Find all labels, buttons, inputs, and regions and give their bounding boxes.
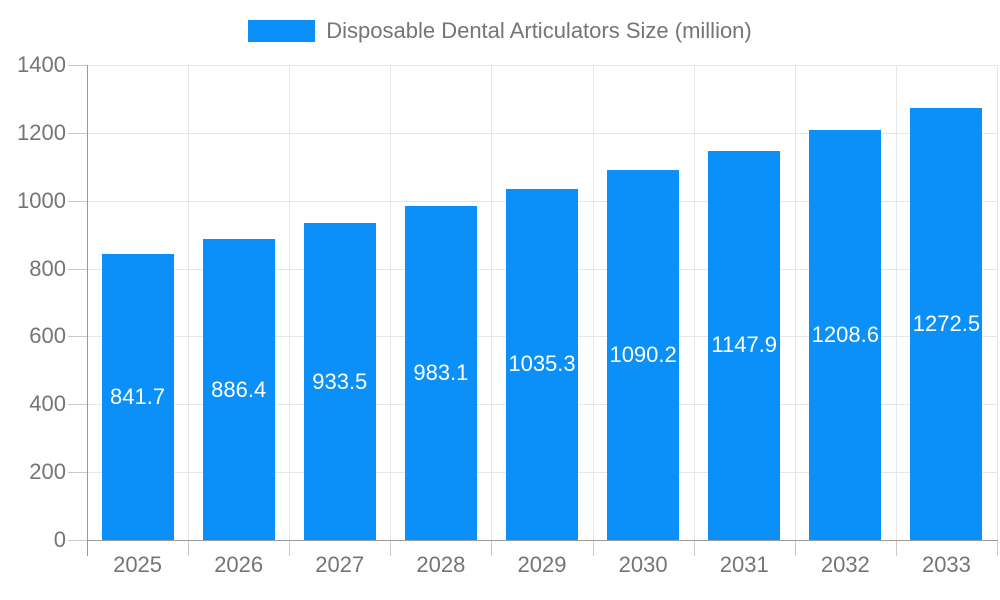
- y-axis-tick: [68, 200, 87, 202]
- x-axis-tick: [289, 540, 291, 556]
- y-axis-tick: [68, 132, 87, 134]
- bar-value-label: 1272.5: [912, 311, 981, 337]
- bar-value-label: 841.7: [110, 384, 166, 410]
- legend-label: Disposable Dental Articulators Size (mil…: [326, 18, 752, 43]
- x-axis-label: 2031: [719, 552, 769, 577]
- bar-2033[interactable]: 1272.5: [910, 108, 983, 540]
- y-axis-label: 800: [29, 255, 66, 281]
- legend-swatch-icon: [248, 20, 316, 42]
- gridline-vertical: [188, 65, 190, 540]
- bar-2026[interactable]: 886.4: [202, 239, 275, 540]
- y-axis-tick: [68, 268, 87, 270]
- y-axis-tick: [68, 404, 87, 406]
- y-axis-tick: [68, 336, 87, 338]
- gridline-horizontal: [87, 132, 997, 134]
- y-axis-label: 200: [29, 459, 66, 485]
- x-axis-label: 2032: [820, 552, 870, 577]
- y-axis-label: 1000: [17, 187, 66, 213]
- y-axis-tick: [68, 540, 87, 541]
- x-axis-label: 2029: [517, 552, 567, 577]
- x-axis-label: 2030: [618, 552, 668, 577]
- gridline-vertical: [491, 65, 493, 540]
- bar-2031[interactable]: 1147.9: [708, 150, 781, 540]
- y-axis-label: 400: [29, 391, 66, 417]
- x-axis-tick: [188, 540, 190, 556]
- x-axis-tick: [592, 540, 594, 556]
- bar-value-label: 1035.3: [508, 351, 576, 377]
- gridline-vertical: [592, 65, 594, 540]
- x-axis-tick: [491, 540, 493, 556]
- x-axis-label: 2033: [921, 552, 971, 577]
- gridline-vertical: [390, 65, 392, 540]
- x-axis-tick: [693, 540, 695, 556]
- gridline-vertical: [895, 65, 897, 540]
- bar-2027[interactable]: 933.5: [303, 223, 376, 540]
- bar-2025[interactable]: 841.7: [101, 254, 174, 540]
- gridline-horizontal: [87, 65, 997, 66]
- bar-value-label: 886.4: [211, 376, 267, 402]
- gridline-vertical: [794, 65, 796, 540]
- x-axis-tick: [997, 540, 998, 556]
- bar-2028[interactable]: 983.1: [404, 206, 477, 540]
- gridline-vertical: [289, 65, 291, 540]
- bar-2029[interactable]: 1035.3: [506, 188, 578, 540]
- bar-value-label: 1090.2: [609, 342, 677, 368]
- y-axis-label: 600: [29, 323, 66, 349]
- legend[interactable]: Disposable Dental Articulators Size (mil…: [0, 18, 1000, 44]
- x-axis-tick: [895, 540, 897, 556]
- bar-2030[interactable]: 1090.2: [607, 170, 680, 540]
- gridline-vertical: [997, 65, 998, 540]
- x-axis-label: 2028: [416, 552, 466, 577]
- x-axis-line: [87, 540, 998, 541]
- x-axis-label: 2027: [315, 552, 365, 577]
- y-axis-tick: [68, 65, 87, 66]
- y-axis-label: 0: [53, 527, 66, 552]
- y-axis-label: 1200: [17, 119, 66, 145]
- gridline-vertical: [693, 65, 695, 540]
- y-axis-line: [87, 65, 88, 556]
- bar-value-label: 933.5: [312, 368, 368, 394]
- bar-value-label: 1208.6: [811, 321, 879, 347]
- y-axis-tick: [68, 472, 87, 474]
- x-axis-label: 2026: [214, 552, 264, 577]
- bar-2032[interactable]: 1208.6: [809, 129, 882, 540]
- x-axis-label: 2025: [113, 552, 163, 577]
- x-axis-tick: [390, 540, 392, 556]
- x-axis-tick: [794, 540, 796, 556]
- bar-value-label: 1147.9: [711, 332, 778, 358]
- bar-value-label: 983.1: [413, 360, 469, 386]
- y-axis-label: 1400: [17, 52, 66, 77]
